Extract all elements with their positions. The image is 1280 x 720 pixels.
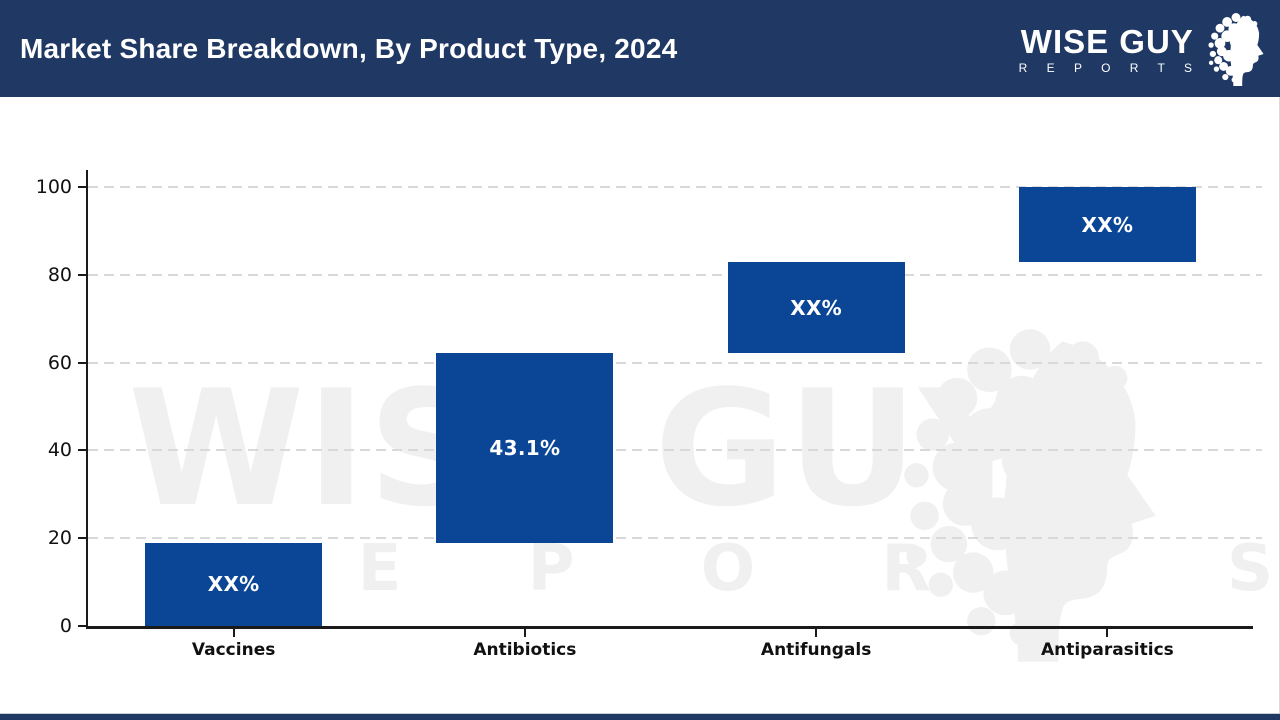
y-gridline <box>88 361 1262 364</box>
y-gridline <box>88 537 1262 540</box>
x-tick-mark <box>523 629 526 637</box>
y-gridline <box>88 449 1262 452</box>
waterfall-bar: XX% <box>1018 187 1196 263</box>
bar-value-label: XX% <box>790 295 843 320</box>
footer-strip <box>0 714 1280 720</box>
y-tick-mark <box>78 449 86 452</box>
y-tick-label: 100 <box>35 176 72 198</box>
logo-wordmark-block: WISE GUY R E P O R T S <box>1015 25 1200 74</box>
y-gridline <box>88 273 1262 276</box>
y-tick-label: 20 <box>47 527 72 550</box>
x-axis-category-label: Vaccines <box>191 640 276 660</box>
y-tick-mark <box>78 361 86 364</box>
waterfall-bar: 43.1% <box>436 353 614 543</box>
bar-value-label: XX% <box>1081 212 1134 237</box>
y-tick-label: 80 <box>47 263 72 286</box>
waterfall-bar: XX% <box>145 542 323 626</box>
page-title: Market Share Breakdown, By Product Type,… <box>20 32 678 64</box>
footer-divider <box>0 713 1280 714</box>
x-axis-category-label: Antifungals <box>760 640 872 660</box>
logo-subtitle: R E P O R T S <box>1018 60 1200 75</box>
bar-value-label: 43.1% <box>489 435 561 460</box>
x-tick-mark <box>815 629 818 637</box>
y-tick-label: 0 <box>59 615 72 637</box>
y-tick-label: 60 <box>47 351 72 374</box>
bar-value-label: XX% <box>207 572 260 597</box>
y-tick-mark <box>78 186 86 188</box>
y-axis-line <box>86 170 88 629</box>
logo-wordmark: WISE GUY <box>1020 22 1194 60</box>
x-axis-category-label: Antibiotics <box>473 640 577 660</box>
waterfall-bar: XX% <box>727 262 905 354</box>
x-axis-category-label: Antiparasitics <box>1040 640 1174 660</box>
y-tick-mark <box>78 537 86 540</box>
y-gridline <box>88 186 1262 188</box>
y-tick-mark <box>78 625 86 627</box>
x-tick-mark <box>1106 629 1109 637</box>
x-axis-line <box>86 626 1253 629</box>
y-tick-label: 40 <box>47 439 72 462</box>
y-tick-mark <box>78 273 86 276</box>
x-tick-mark <box>232 629 235 637</box>
wiseguy-logo: WISE GUY R E P O R T S <box>1015 6 1268 92</box>
header: Market Share Breakdown, By Product Type,… <box>0 0 1280 97</box>
